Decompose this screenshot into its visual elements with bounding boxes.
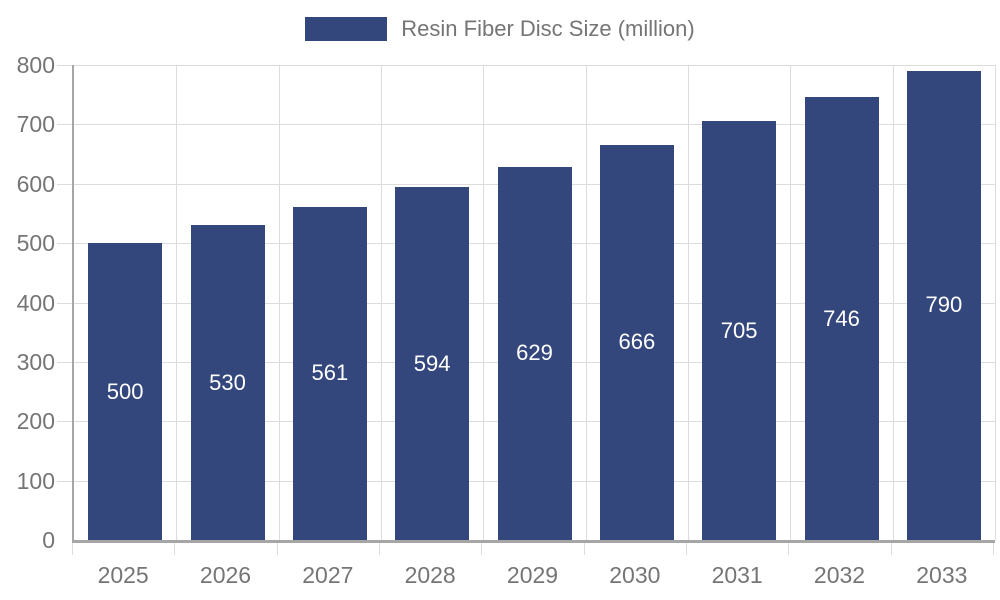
y-axis-tick (57, 124, 72, 126)
bar-2026[interactable]: 530 (190, 225, 265, 540)
y-axis-label: 200 (16, 408, 55, 435)
bar-value-label: 594 (413, 350, 451, 376)
bar-2029[interactable]: 629 (497, 166, 572, 540)
gridline-horizontal (74, 124, 995, 126)
y-axis-label: 700 (16, 111, 55, 138)
bar-value-label: 790 (925, 292, 963, 318)
gridline-horizontal (74, 65, 995, 66)
x-axis-label-2033: 2033 (916, 562, 968, 588)
bar-2032[interactable]: 746 (804, 97, 879, 540)
bar-value-label: 746 (823, 305, 860, 331)
gridline-vertical (381, 65, 382, 540)
x-axis-label-2025: 2025 (97, 562, 149, 588)
gridline-vertical (790, 65, 792, 540)
bar-value-label: 500 (106, 378, 144, 404)
x-axis-tick (686, 543, 687, 555)
y-axis-label: 500 (16, 230, 55, 257)
y-axis-label: 600 (16, 170, 55, 197)
gridline-vertical (278, 65, 280, 540)
y-axis-tick (57, 65, 72, 66)
y-axis-label: 0 (42, 527, 55, 553)
x-axis-tick (72, 543, 73, 555)
x-axis-tick (890, 543, 892, 555)
plot-area: 500 530 561 594 629 666 705 746 790 (72, 65, 996, 543)
y-axis-tick (57, 421, 72, 423)
legend-swatch[interactable] (305, 17, 388, 41)
gridline-vertical (483, 65, 485, 540)
y-axis-tick (57, 243, 72, 245)
x-axis-tick (481, 543, 483, 555)
x-axis-tick (174, 543, 176, 555)
x-axis-label-2030: 2030 (609, 562, 661, 588)
bar-2031[interactable]: 705 (702, 121, 777, 540)
x-axis-tick (276, 543, 278, 555)
bar-2028[interactable]: 594 (395, 187, 470, 540)
x-axis-tick (379, 543, 380, 555)
bar-value-label: 561 (311, 360, 349, 386)
gridline-vertical (688, 65, 689, 540)
x-axis-tick (583, 543, 585, 555)
x-axis-label-2027: 2027 (302, 562, 354, 588)
y-axis-tick (57, 361, 72, 363)
y-axis-tick (57, 302, 72, 304)
legend-label[interactable]: Resin Fiber Disc Size (million) (401, 16, 695, 41)
gridline-vertical (585, 65, 587, 540)
y-axis-label: 300 (16, 348, 55, 375)
x-axis-tick (993, 543, 994, 555)
y-axis-tick (57, 480, 72, 482)
bar-2025[interactable]: 500 (88, 243, 163, 540)
x-axis-label-2029: 2029 (506, 562, 559, 588)
gridline-vertical (995, 65, 996, 540)
x-axis-label-2028: 2028 (404, 562, 456, 588)
x-axis-tick (788, 543, 790, 555)
bar-2027[interactable]: 561 (292, 206, 367, 540)
bar-value-label: 705 (720, 317, 758, 343)
bar-value-label: 666 (618, 329, 656, 355)
bar-2033[interactable]: 790 (906, 70, 981, 540)
bar-value-label: 629 (516, 340, 553, 366)
bar-2030[interactable]: 666 (599, 144, 674, 540)
gridline-vertical (892, 65, 894, 540)
x-axis-label-2026: 2026 (199, 562, 252, 588)
x-axis-label-2032: 2032 (813, 562, 866, 588)
x-axis-label-2031: 2031 (711, 562, 763, 588)
bar-value-label: 530 (209, 369, 246, 395)
y-axis-label: 800 (16, 52, 55, 78)
y-axis-label: 400 (16, 289, 55, 316)
y-axis-tick (57, 183, 72, 185)
gridline-vertical (176, 65, 178, 540)
legend[interactable]: Resin Fiber Disc Size (million) (0, 16, 1000, 42)
y-axis-label: 100 (16, 467, 55, 494)
